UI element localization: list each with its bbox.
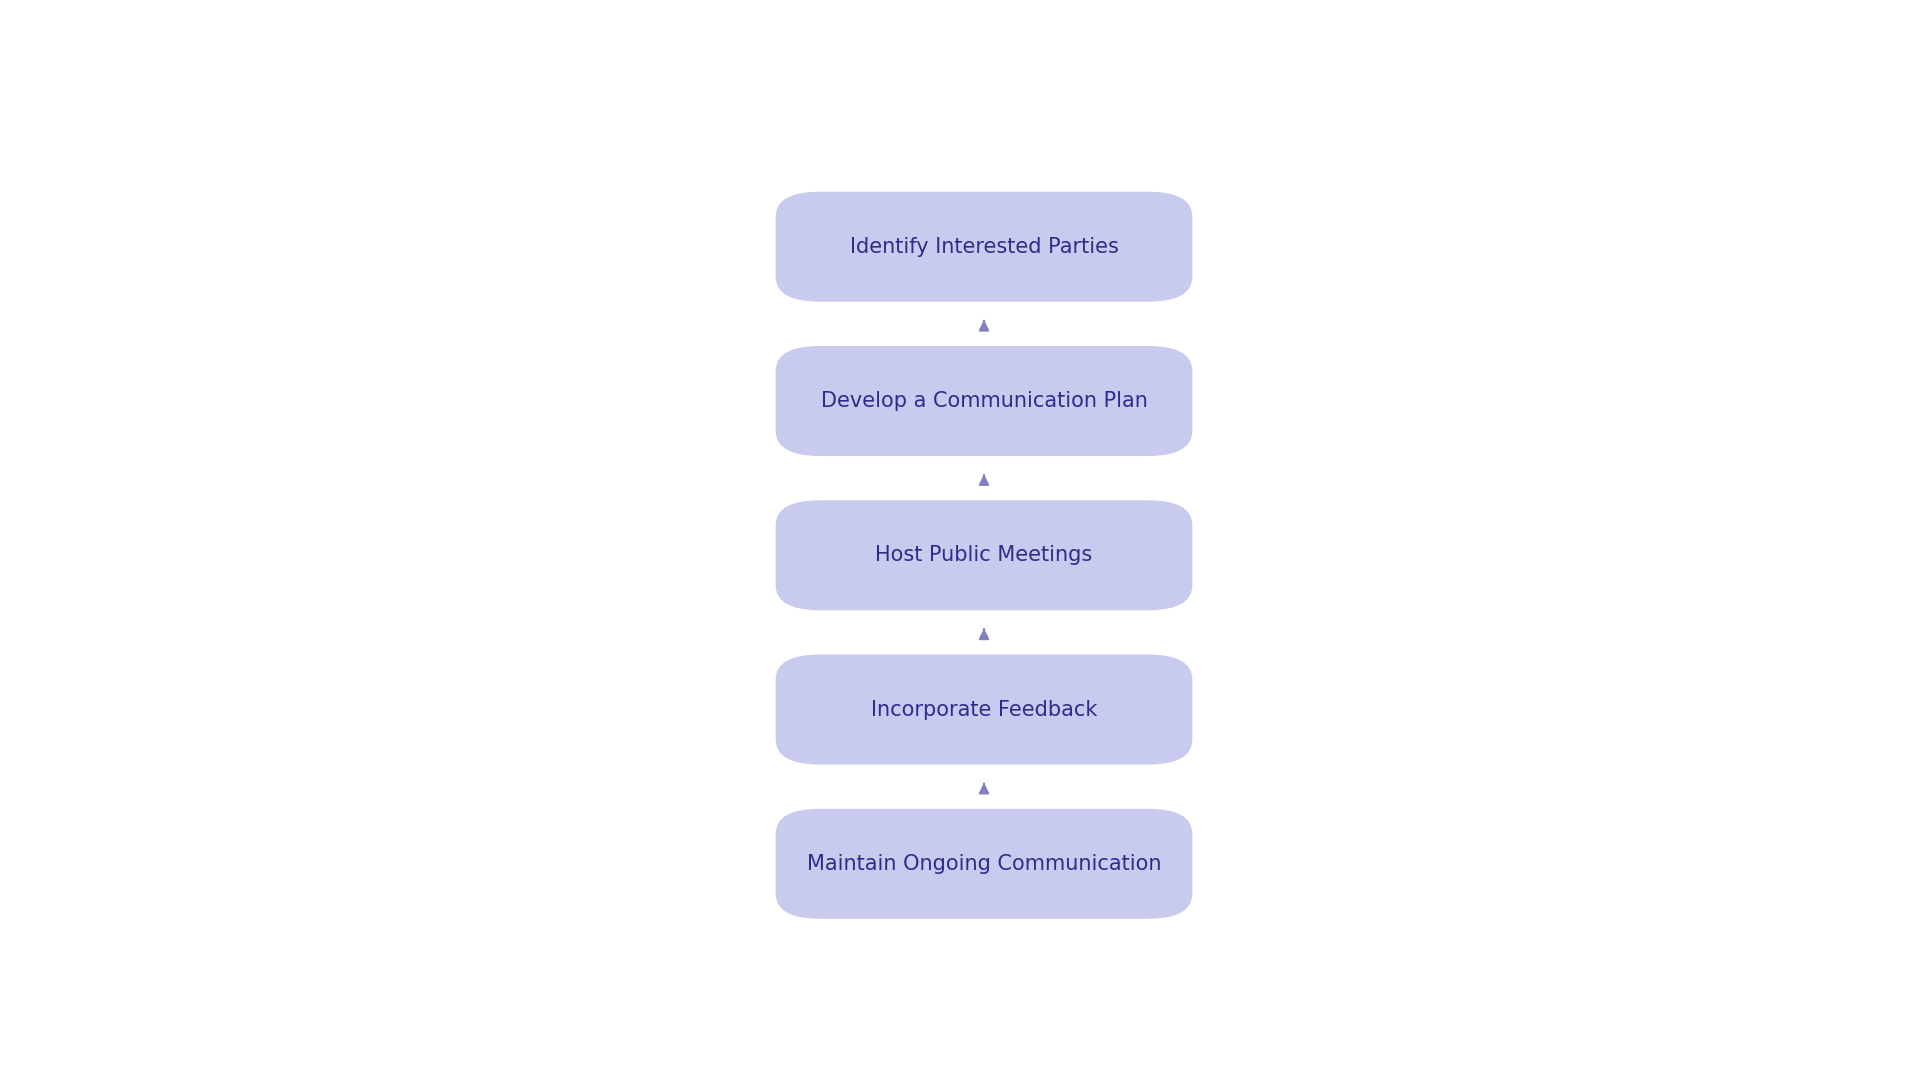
FancyBboxPatch shape <box>776 345 1192 456</box>
FancyBboxPatch shape <box>776 192 1192 302</box>
Text: Incorporate Feedback: Incorporate Feedback <box>872 700 1096 719</box>
FancyBboxPatch shape <box>776 654 1192 765</box>
FancyBboxPatch shape <box>776 500 1192 611</box>
Text: Develop a Communication Plan: Develop a Communication Plan <box>820 391 1148 410</box>
Text: Host Public Meetings: Host Public Meetings <box>876 545 1092 565</box>
Text: Maintain Ongoing Communication: Maintain Ongoing Communication <box>806 853 1162 874</box>
FancyBboxPatch shape <box>776 809 1192 918</box>
Text: Identify Interested Parties: Identify Interested Parties <box>849 237 1119 257</box>
